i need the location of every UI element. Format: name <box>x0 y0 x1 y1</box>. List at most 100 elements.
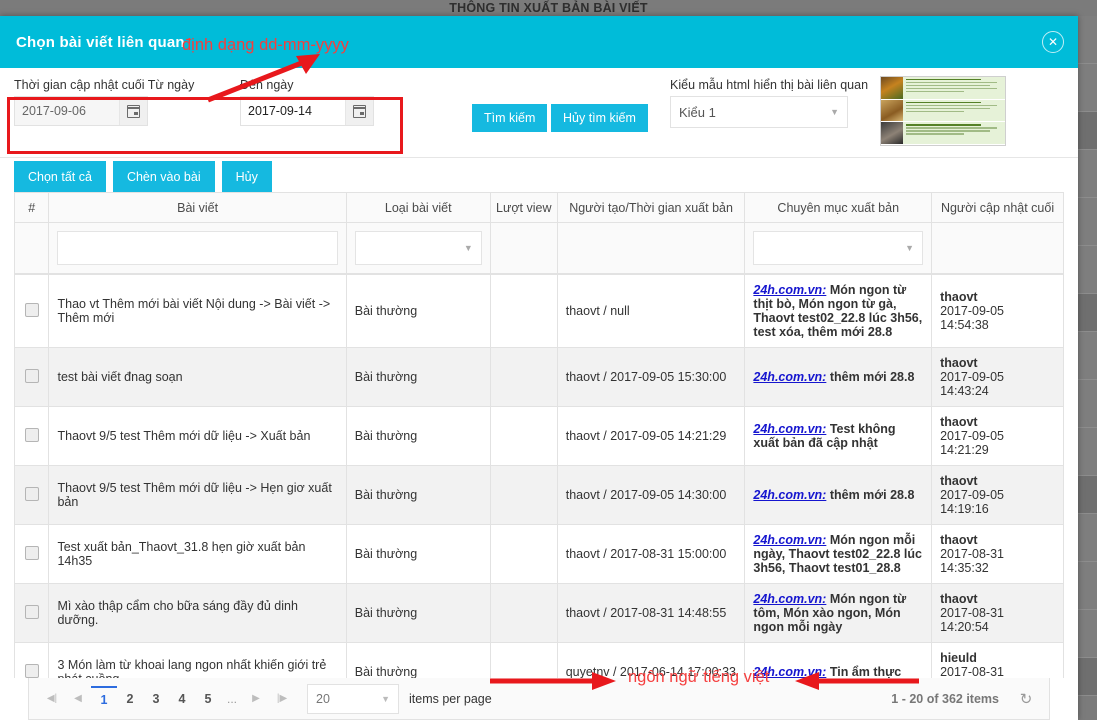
cancel-search-button[interactable]: Hủy tìm kiếm <box>551 104 648 132</box>
last-page-icon[interactable]: |▶ <box>276 693 288 704</box>
row-checkbox[interactable] <box>24 486 39 501</box>
cell-article-title: Mì xào thập cẩm cho bữa sáng đầy đủ dinh… <box>48 583 347 643</box>
calendar-icon[interactable] <box>345 97 373 125</box>
grid-header-table: # Bài viết Loại bài viết Lượt view Người… <box>13 192 1064 274</box>
close-icon[interactable]: ✕ <box>1042 31 1064 53</box>
search-button[interactable]: Tìm kiếm <box>472 104 548 132</box>
filter-cell-article <box>48 222 347 274</box>
filter-cell-last-updater <box>931 222 1064 274</box>
refresh-icon[interactable]: ↻ <box>1019 689 1033 708</box>
cell-article-title: Thaovt 9/5 test Thêm mới dữ liệu -> Hẹn … <box>48 465 347 525</box>
cell-creator-publish-time: thaovt / 2017-09-05 15:30:00 <box>556 347 746 407</box>
row-checkbox-cell <box>14 347 50 407</box>
filter-cell-creator <box>556 222 746 274</box>
cell-last-updater: thaovt 2017-08-31 14:20:54 <box>931 583 1064 643</box>
cell-article-type: Bài thường <box>345 274 491 348</box>
select-all-button[interactable]: Chọn tất cả <box>14 161 106 192</box>
page-button-2[interactable]: 2 <box>126 691 134 706</box>
category-filter-select[interactable]: ▼ <box>753 231 924 265</box>
column-header-article[interactable]: Bài viết <box>48 192 347 223</box>
page-button-5[interactable]: 5 <box>204 691 212 706</box>
category-site-link[interactable]: 24h.com.vn: <box>753 370 827 384</box>
from-date-field: Thời gian cập nhật cuối Từ ngày 2017-09-… <box>14 78 194 126</box>
cell-category: 24h.com.vn: thêm mới 28.8 <box>744 347 933 407</box>
row-checkbox[interactable] <box>24 604 39 619</box>
column-header-index[interactable]: # <box>13 192 50 223</box>
to-date-input[interactable]: 2017-09-14 <box>240 96 374 126</box>
background-row <box>1078 476 1097 514</box>
row-checkbox[interactable] <box>24 368 39 383</box>
cell-article-title: Thao vt Thêm mới bài viết Nội dung -> Bà… <box>48 274 347 348</box>
cell-article-type: Bài thường <box>345 583 491 643</box>
row-checkbox-cell <box>14 465 50 525</box>
table-row[interactable]: test bài viết đnag soạn Bài thường thaovt … <box>14 347 1064 407</box>
cell-article-type: Bài thường <box>345 347 491 407</box>
category-site-link[interactable]: 24h.com.vn: <box>753 283 827 297</box>
category-names: thêm mới 28.8 <box>826 370 915 384</box>
page-size-select[interactable]: 20 ▼ <box>307 683 399 714</box>
table-row[interactable]: Mì xào thập cẩm cho bữa sáng đầy đủ dinh… <box>14 583 1064 643</box>
grid-body-scroll[interactable]: Thao vt Thêm mới bài viết Nội dung -> Bà… <box>14 274 1064 678</box>
table-row[interactable]: 3 Món làm từ khoai lang ngon nhất khiến … <box>14 642 1064 678</box>
from-date-input[interactable]: 2017-09-06 <box>14 96 148 126</box>
calendar-icon[interactable] <box>119 97 147 125</box>
background-page-title: THÔNG TIN XUẤT BẢN BÀI VIẾT <box>449 1 648 15</box>
updater-time: 2017-09-05 14:21:29 <box>940 429 1005 457</box>
cell-article-title: Thaovt 9/5 test Thêm mới dữ liệu -> Xuất… <box>48 406 347 466</box>
cell-last-updater: thaovt 2017-09-05 14:54:38 <box>931 274 1064 348</box>
filter-cell-views <box>489 222 558 274</box>
column-header-views[interactable]: Lượt view <box>489 192 558 223</box>
table-row[interactable]: Thaovt 9/5 test Thêm mới dữ liệu -> Hẹn … <box>14 465 1064 525</box>
row-checkbox-cell <box>14 274 50 348</box>
cell-category: 24h.com.vn: Tin ẩm thực <box>744 642 933 678</box>
column-header-type[interactable]: Loại bài viết <box>345 192 491 223</box>
cell-article-type: Bài thường <box>345 406 491 466</box>
type-filter-select[interactable]: ▼ <box>354 231 482 265</box>
html-template-select[interactable]: Kiểu 1 ▼ <box>670 96 848 128</box>
column-header-category[interactable]: Chuyên mục xuất bản <box>744 192 933 223</box>
first-page-icon[interactable]: ◀| <box>46 693 58 704</box>
from-date-value[interactable]: 2017-09-06 <box>15 97 119 125</box>
background-row <box>1078 428 1097 476</box>
category-site-link[interactable]: 24h.com.vn: <box>753 488 827 502</box>
row-checkbox[interactable] <box>24 302 39 317</box>
cell-views <box>489 347 558 407</box>
row-checkbox-cell <box>14 524 50 584</box>
articles-grid: # Bài viết Loại bài viết Lượt view Người… <box>0 192 1078 720</box>
to-date-label: Đến ngày <box>240 78 294 92</box>
row-checkbox[interactable] <box>24 427 39 442</box>
modal-header: Chọn bài viết liên quan ✕ <box>0 16 1078 68</box>
to-date-value[interactable]: 2017-09-14 <box>241 97 345 125</box>
row-checkbox-cell <box>14 583 50 643</box>
row-checkbox[interactable] <box>24 545 39 560</box>
column-header-creator[interactable]: Người tạo/Thời gian xuất bản <box>556 192 746 223</box>
article-filter-input[interactable] <box>57 231 338 265</box>
updater-time: 2017-08-31 14:35:32 <box>940 547 1005 575</box>
filter-bar: Thời gian cập nhật cuối Từ ngày 2017-09-… <box>0 68 1078 158</box>
page-button-3[interactable]: 3 <box>152 691 160 706</box>
previous-page-icon[interactable]: ◀ <box>74 693 82 704</box>
page-button-4[interactable]: 4 <box>178 691 186 706</box>
cancel-button[interactable]: Hủy <box>221 161 272 192</box>
background-rows <box>1078 16 1097 720</box>
next-page-icon[interactable]: ▶ <box>252 693 260 704</box>
grid-body-table: Thao vt Thêm mới bài viết Nội dung -> Bà… <box>14 274 1064 678</box>
category-site-link[interactable]: 24h.com.vn: <box>753 533 827 547</box>
page-ellipsis: ... <box>226 691 237 706</box>
table-row[interactable]: Test xuất bản_Thaovt_31.8 hẹn giờ xuất b… <box>14 524 1064 584</box>
chevron-down-icon: ▼ <box>905 243 915 253</box>
page-button-1[interactable]: 1 <box>91 685 117 712</box>
category-site-link[interactable]: 24h.com.vn: <box>753 665 827 678</box>
table-row[interactable]: Thaovt 9/5 test Thêm mới dữ liệu -> Xuất… <box>14 406 1064 466</box>
category-names: Test không xuất bản đã cập nhật <box>753 422 896 450</box>
insert-into-article-button[interactable]: Chèn vào bài <box>112 161 215 192</box>
background-row <box>1078 150 1097 198</box>
cell-creator-publish-time: thaovt / null <box>556 274 746 348</box>
category-site-link[interactable]: 24h.com.vn: <box>753 592 827 606</box>
row-checkbox[interactable] <box>24 663 39 678</box>
column-header-last-updater[interactable]: Người cập nhật cuối <box>931 192 1064 223</box>
table-row[interactable]: Thao vt Thêm mới bài viết Nội dung -> Bà… <box>14 274 1064 348</box>
category-site-link[interactable]: 24h.com.vn: <box>753 422 827 436</box>
updater-name: thaovt <box>940 474 978 488</box>
